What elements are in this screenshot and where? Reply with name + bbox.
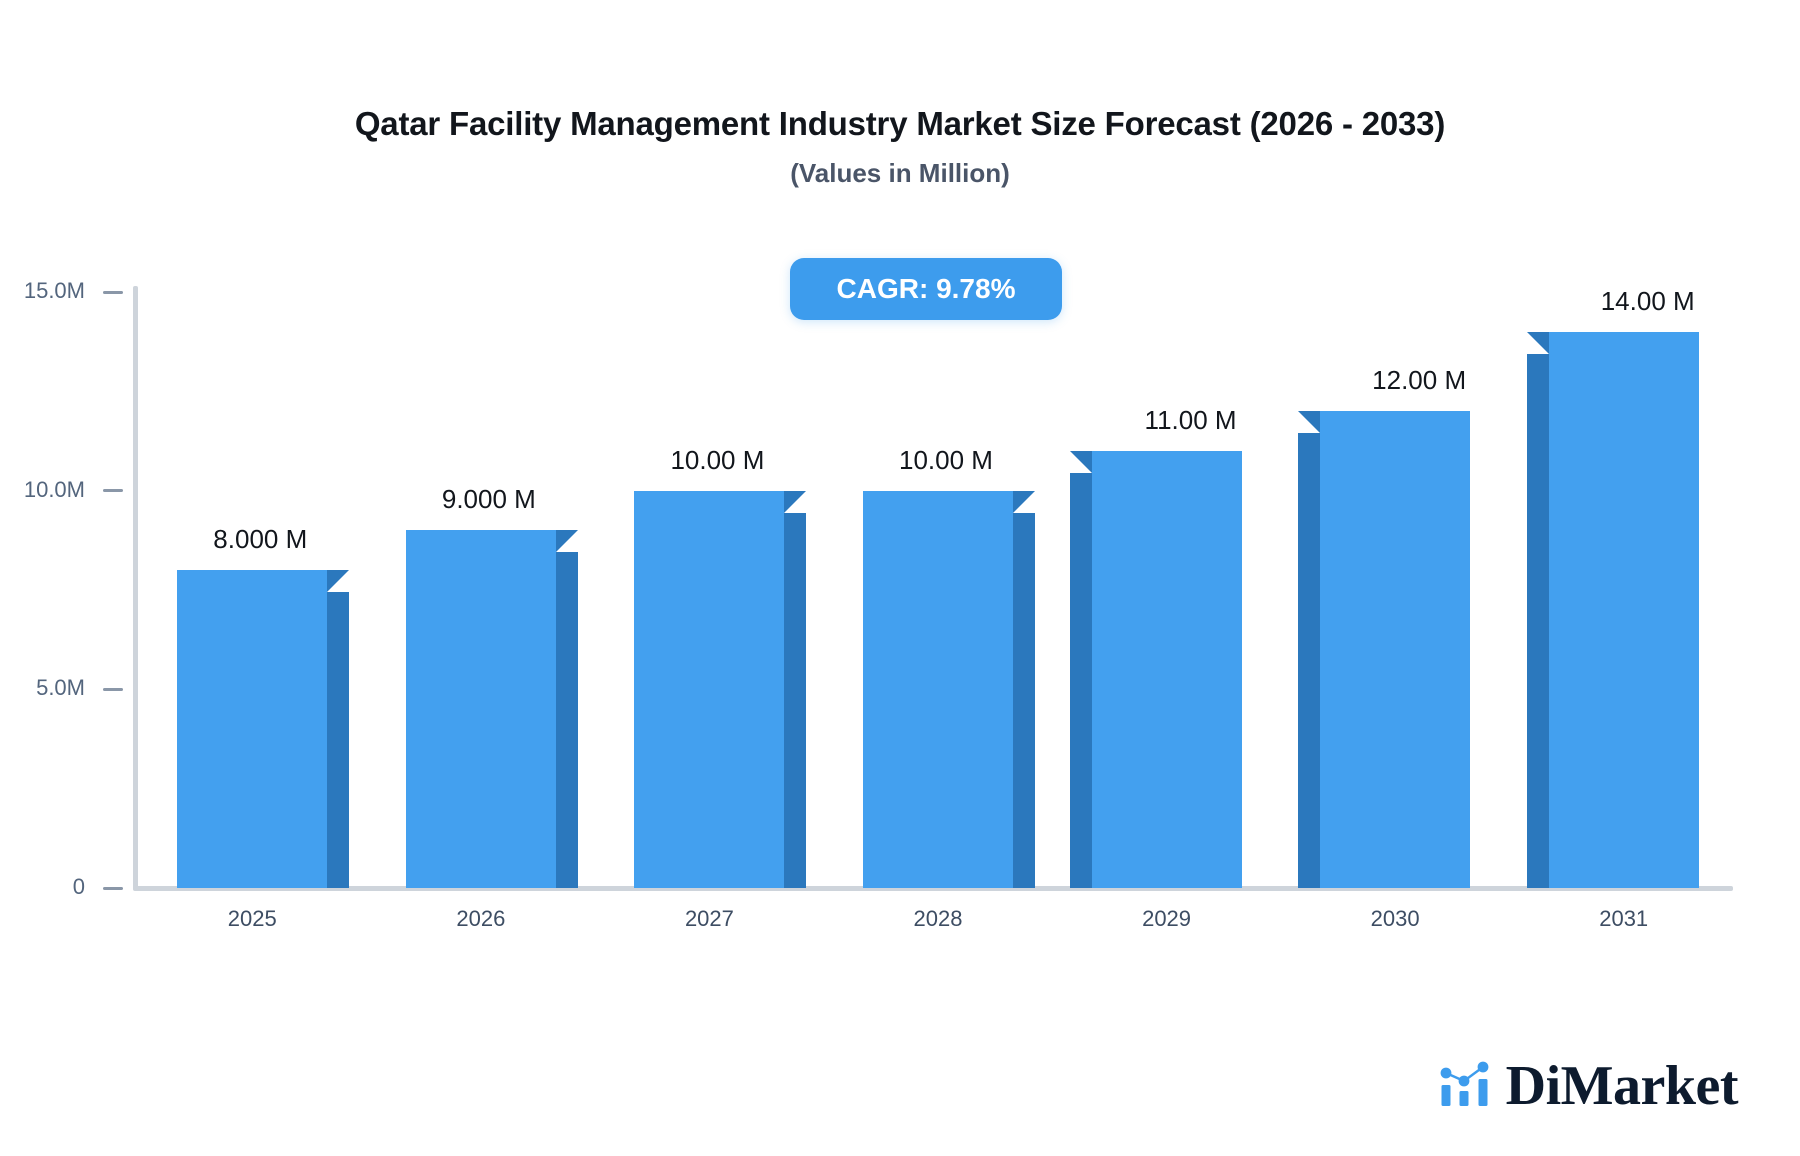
x-axis-label: 2025 <box>227 906 277 931</box>
bar[interactable] <box>1091 450 1242 888</box>
x-axis-label: 2027 <box>684 906 734 931</box>
x-axis-label: 2030 <box>1370 906 1420 931</box>
bar-side-face <box>1069 472 1092 888</box>
bar[interactable] <box>405 530 556 888</box>
bar-top-bevel <box>784 490 807 513</box>
chart-title: Qatar Facility Management Industry Marke… <box>354 105 1446 142</box>
bar[interactable] <box>634 490 785 888</box>
bar-top-bevel <box>1298 411 1321 434</box>
bar-value-label: 8.000 M <box>213 524 308 555</box>
brand-name: DiMarket <box>1505 1055 1739 1117</box>
cagr-badge: CAGR: 9.78% <box>790 258 1062 320</box>
bar-side-face <box>784 512 807 888</box>
chart-header: Qatar Facility Management Industry Marke… <box>0 104 1800 189</box>
bar-value-label: 10.00 M <box>899 444 993 475</box>
bar-value-label: 11.00 M <box>1144 404 1237 435</box>
bar-side-face <box>1526 353 1549 888</box>
chart-subtitle: (Values in Million) <box>790 157 1010 188</box>
bar-top-bevel <box>555 530 578 553</box>
bar[interactable] <box>177 570 328 888</box>
bar[interactable] <box>1548 331 1699 888</box>
bar-top-bevel <box>1069 450 1092 473</box>
bar-side-face <box>555 552 578 888</box>
bar-top-bevel <box>1526 331 1549 354</box>
bar-top-bevel <box>327 570 350 593</box>
bar-top-bevel <box>1013 490 1035 513</box>
bar-chart-icon <box>1438 1059 1492 1114</box>
bar[interactable] <box>863 490 1013 888</box>
bar-value-label: 9.000 M <box>441 484 536 515</box>
bar-value-label: 14.00 M <box>1600 285 1695 316</box>
x-axis-label: 2029 <box>1142 906 1192 931</box>
brand-logo: DiMarket <box>1438 1055 1739 1117</box>
bar-side-face <box>1013 512 1035 888</box>
bar-value-label: 12.00 M <box>1372 365 1467 396</box>
bar-side-face <box>1298 433 1321 888</box>
bar[interactable] <box>1320 411 1471 888</box>
x-axis-label: 2031 <box>1599 906 1649 931</box>
bar-value-label: 10.00 M <box>670 444 765 475</box>
x-axis-label: 2028 <box>913 906 963 931</box>
bar-side-face <box>327 592 350 888</box>
x-axis-label: 2026 <box>456 906 506 931</box>
